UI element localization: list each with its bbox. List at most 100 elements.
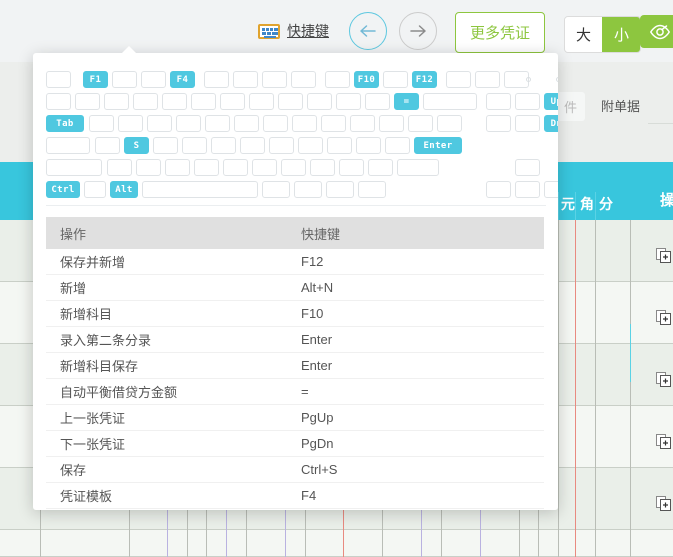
key-arrow-left xyxy=(486,181,511,198)
shortcut-table: 操作 快捷键 保存并新增 F12 新增 Alt+N 新增科目 F10 录入第二条… xyxy=(46,217,544,509)
key-x xyxy=(136,159,161,176)
key-f9 xyxy=(325,71,350,88)
key-4 xyxy=(162,93,187,110)
key-shift-left xyxy=(46,159,102,176)
key-l xyxy=(327,137,352,154)
key-bracketright xyxy=(408,115,433,132)
add-document-icon[interactable] xyxy=(656,496,672,512)
shortcut-row: 凭证模板 F4 xyxy=(46,483,544,509)
grid-line xyxy=(595,220,596,557)
key-slash xyxy=(368,159,393,176)
grid-line-decimal xyxy=(343,500,344,557)
key-s: S xyxy=(124,137,149,154)
eye-icon xyxy=(649,24,671,39)
next-voucher-button[interactable] xyxy=(399,12,437,50)
shortcut-row: 下一张凭证 PgDn xyxy=(46,431,544,457)
key-q xyxy=(89,115,114,132)
prev-voucher-button[interactable] xyxy=(349,12,387,50)
key-t xyxy=(205,115,230,132)
shortcut-key: PgDn xyxy=(301,436,334,451)
shortcut-row: 新增 Alt+N xyxy=(46,275,544,301)
key-8 xyxy=(278,93,303,110)
keyboard-diagram: F1 F4 F10 F12 xyxy=(46,69,558,198)
key-delete xyxy=(486,115,511,132)
key-0 xyxy=(336,93,361,110)
key-5 xyxy=(191,93,216,110)
key-semicolon xyxy=(356,137,381,154)
key-alt-left: Alt xyxy=(110,181,138,198)
shortcut-action: 新增科目保存 xyxy=(60,359,139,374)
key-printscreen xyxy=(446,71,471,88)
grid-line xyxy=(226,500,227,557)
key-end xyxy=(515,115,540,132)
font-size-small-option[interactable]: 小 xyxy=(602,17,641,52)
shortcut-table-header: 操作 快捷键 xyxy=(46,217,544,249)
key-alt-right xyxy=(262,181,290,198)
key-scrolllock xyxy=(475,71,500,88)
shortcut-key: F12 xyxy=(301,254,324,269)
key-i xyxy=(292,115,317,132)
preview-button[interactable] xyxy=(640,15,673,48)
shortcut-key: Ctrl+S xyxy=(301,462,338,477)
shortcut-row: 录入第二条分录 Enter xyxy=(46,327,544,353)
key-quote xyxy=(385,137,410,154)
key-comma xyxy=(310,159,335,176)
key-o xyxy=(321,115,346,132)
shortcut-action: 保存并新增 xyxy=(60,255,126,270)
key-w xyxy=(118,115,143,132)
key-home xyxy=(515,93,540,110)
key-d xyxy=(153,137,178,154)
key-9 xyxy=(307,93,332,110)
key-f4: F4 xyxy=(170,71,195,88)
shortcut-help-popover: F1 F4 F10 F12 xyxy=(33,53,558,510)
key-minus xyxy=(365,93,390,110)
popover-caret xyxy=(121,46,137,54)
add-document-icon[interactable] xyxy=(656,310,672,326)
grid-line xyxy=(305,500,306,557)
table-row[interactable] xyxy=(0,530,673,557)
key-f5 xyxy=(204,71,229,88)
add-document-icon[interactable] xyxy=(656,434,672,450)
grid-line xyxy=(246,500,247,557)
led-numlock xyxy=(526,77,531,82)
font-size-segmented-control[interactable]: 大 小 xyxy=(564,16,642,53)
attachment-label: 附单据 xyxy=(601,99,641,114)
keyboard-icon xyxy=(258,23,280,39)
attachment-chip[interactable]: 件 xyxy=(556,92,586,121)
operation-column-label: 操 xyxy=(660,192,673,209)
grid-line xyxy=(206,500,207,557)
shortcut-key: Alt+N xyxy=(301,280,334,295)
column-header-shortcut: 快捷键 xyxy=(301,226,341,242)
key-f6 xyxy=(233,71,258,88)
font-size-large-option[interactable]: 大 xyxy=(565,17,603,52)
key-space xyxy=(142,181,258,198)
key-p xyxy=(350,115,375,132)
key-h xyxy=(240,137,265,154)
shortcut-key: Enter xyxy=(301,332,333,347)
key-k xyxy=(298,137,323,154)
shortcut-row: 保存并新增 F12 xyxy=(46,249,544,275)
grid-line xyxy=(480,500,481,557)
shortcut-toggle[interactable]: 快捷键 xyxy=(258,21,329,41)
shortcut-action: 保存 xyxy=(60,463,87,478)
led-capslock xyxy=(556,77,558,82)
add-document-icon[interactable] xyxy=(656,372,672,388)
shortcut-link-label[interactable]: 快捷键 xyxy=(287,23,329,39)
keyboard-divider xyxy=(46,205,546,206)
more-voucher-button[interactable]: 更多凭证 xyxy=(455,12,546,53)
key-menu xyxy=(326,181,354,198)
key-capslock xyxy=(46,137,90,154)
shortcut-action: 新增 xyxy=(60,281,87,296)
shortcut-action: 凭证模板 xyxy=(60,489,113,504)
grid-line xyxy=(382,500,383,557)
key-arrow-up xyxy=(515,159,540,176)
key-pageup: Up xyxy=(544,93,558,110)
key-f12: F12 xyxy=(412,71,437,88)
key-backspace xyxy=(423,93,477,110)
add-document-icon[interactable] xyxy=(656,248,672,264)
grid-line xyxy=(167,500,168,557)
key-esc xyxy=(46,71,71,88)
key-arrow-right xyxy=(544,181,558,198)
key-period xyxy=(339,159,364,176)
